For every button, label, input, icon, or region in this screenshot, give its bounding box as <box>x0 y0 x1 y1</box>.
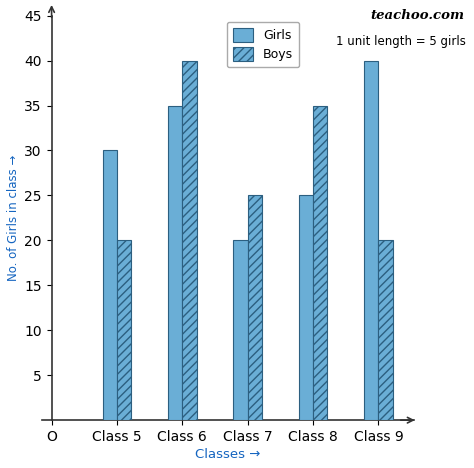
Bar <box>182 60 197 420</box>
Bar <box>168 105 182 420</box>
Bar <box>364 60 378 420</box>
X-axis label: Classes →: Classes → <box>195 448 261 461</box>
Bar <box>117 241 131 420</box>
Y-axis label: No. of Girls in class →: No. of Girls in class → <box>7 155 20 281</box>
Bar <box>233 241 247 420</box>
Text: 1 unit length = 5 girls: 1 unit length = 5 girls <box>336 36 466 48</box>
Bar <box>378 241 393 420</box>
Bar <box>247 196 262 420</box>
Text: teachoo.com: teachoo.com <box>371 9 465 22</box>
Bar <box>102 151 117 420</box>
Bar <box>313 105 328 420</box>
Bar <box>299 196 313 420</box>
Legend: Girls, Boys: Girls, Boys <box>227 22 300 67</box>
